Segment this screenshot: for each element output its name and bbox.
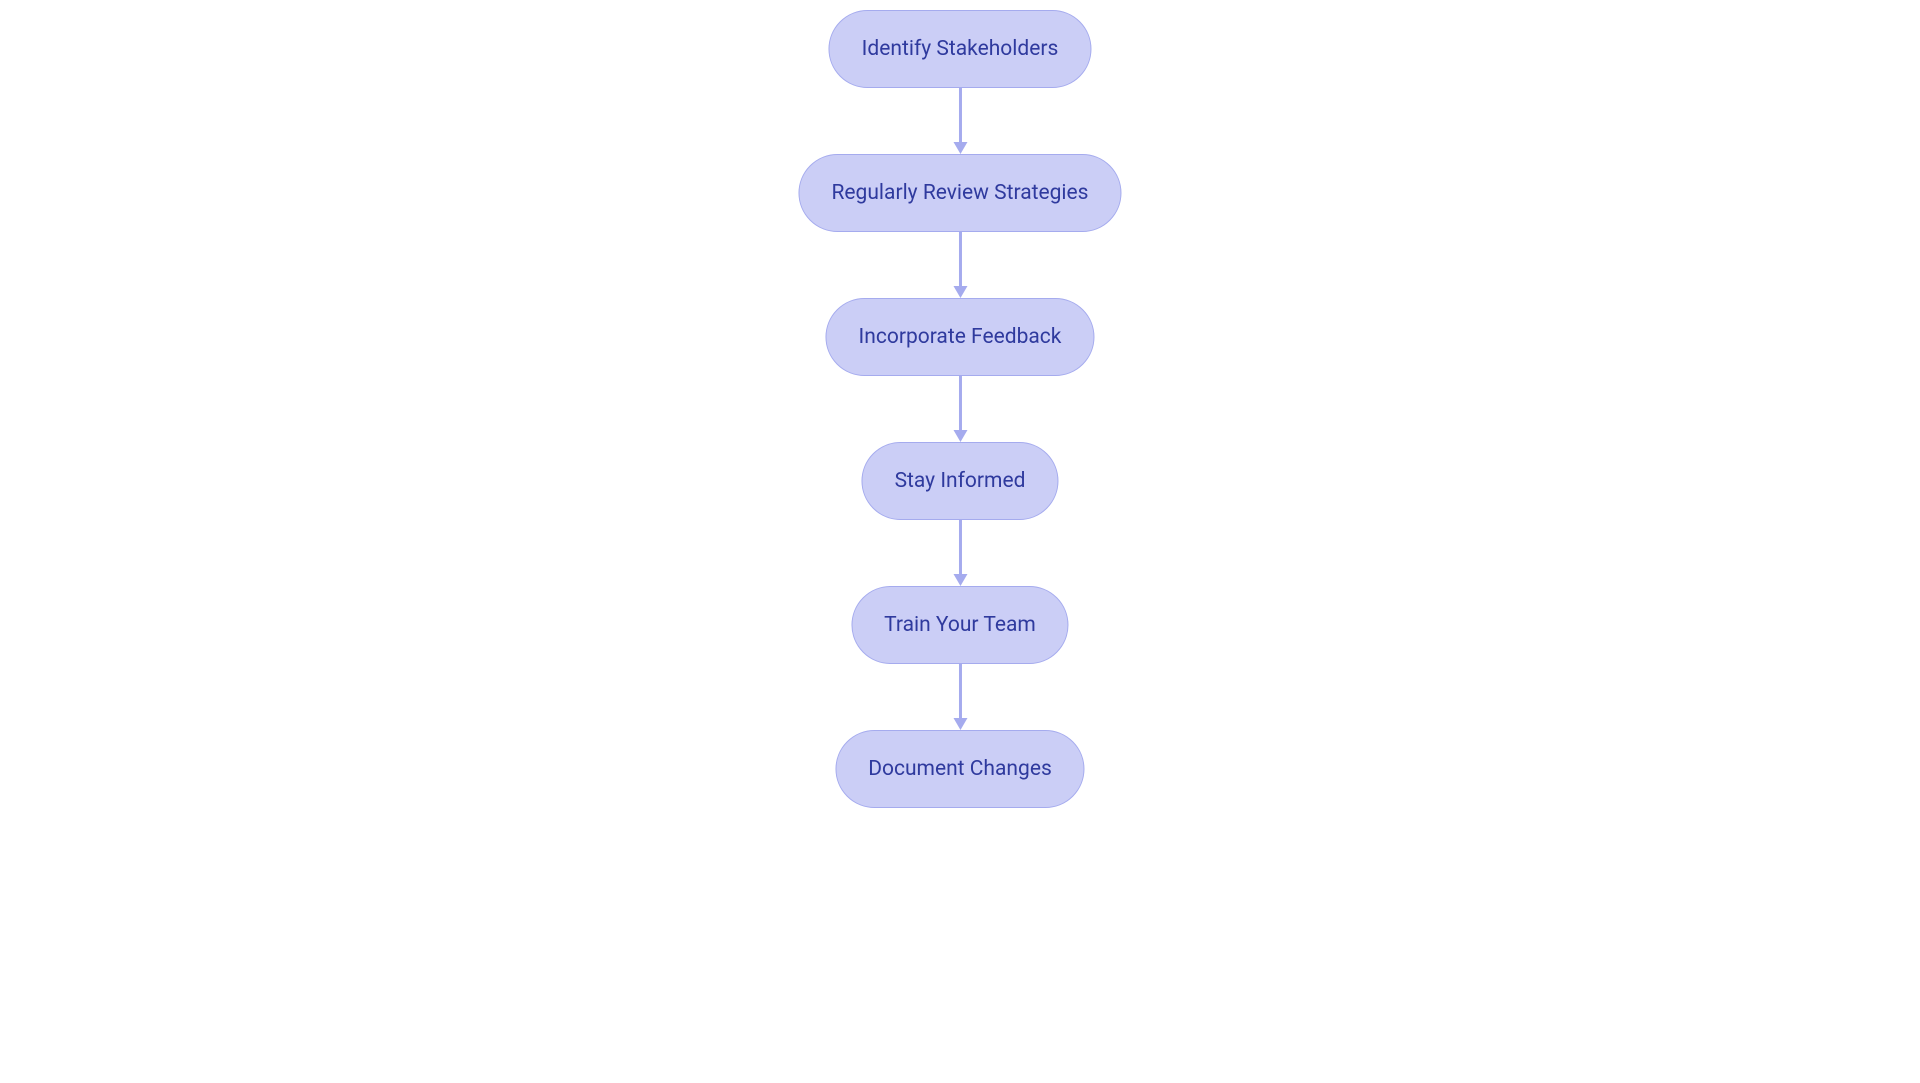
node-label: Train Your Team (884, 613, 1036, 637)
arrow-down (950, 376, 970, 442)
arrow-down-icon (950, 520, 970, 586)
node-identify-stakeholders: Identify Stakeholders (829, 10, 1092, 88)
node-label: Identify Stakeholders (862, 37, 1059, 61)
node-label: Incorporate Feedback (859, 325, 1062, 349)
arrow-down-icon (950, 88, 970, 154)
node-incorporate-feedback: Incorporate Feedback (826, 298, 1095, 376)
node-label: Document Changes (868, 757, 1052, 781)
node-review-strategies: Regularly Review Strategies (798, 154, 1121, 232)
arrow-down (950, 664, 970, 730)
node-label: Regularly Review Strategies (831, 181, 1088, 205)
arrow-down-icon (950, 664, 970, 730)
arrow-down-icon (950, 376, 970, 442)
node-document-changes: Document Changes (835, 730, 1085, 808)
arrow-down (950, 520, 970, 586)
arrow-down-icon (950, 232, 970, 298)
node-train-your-team: Train Your Team (851, 586, 1069, 664)
node-label: Stay Informed (895, 469, 1026, 493)
arrow-down (950, 232, 970, 298)
arrow-down (950, 88, 970, 154)
flowchart-container: Identify Stakeholders Regularly Review St… (798, 10, 1121, 808)
node-stay-informed: Stay Informed (862, 442, 1059, 520)
